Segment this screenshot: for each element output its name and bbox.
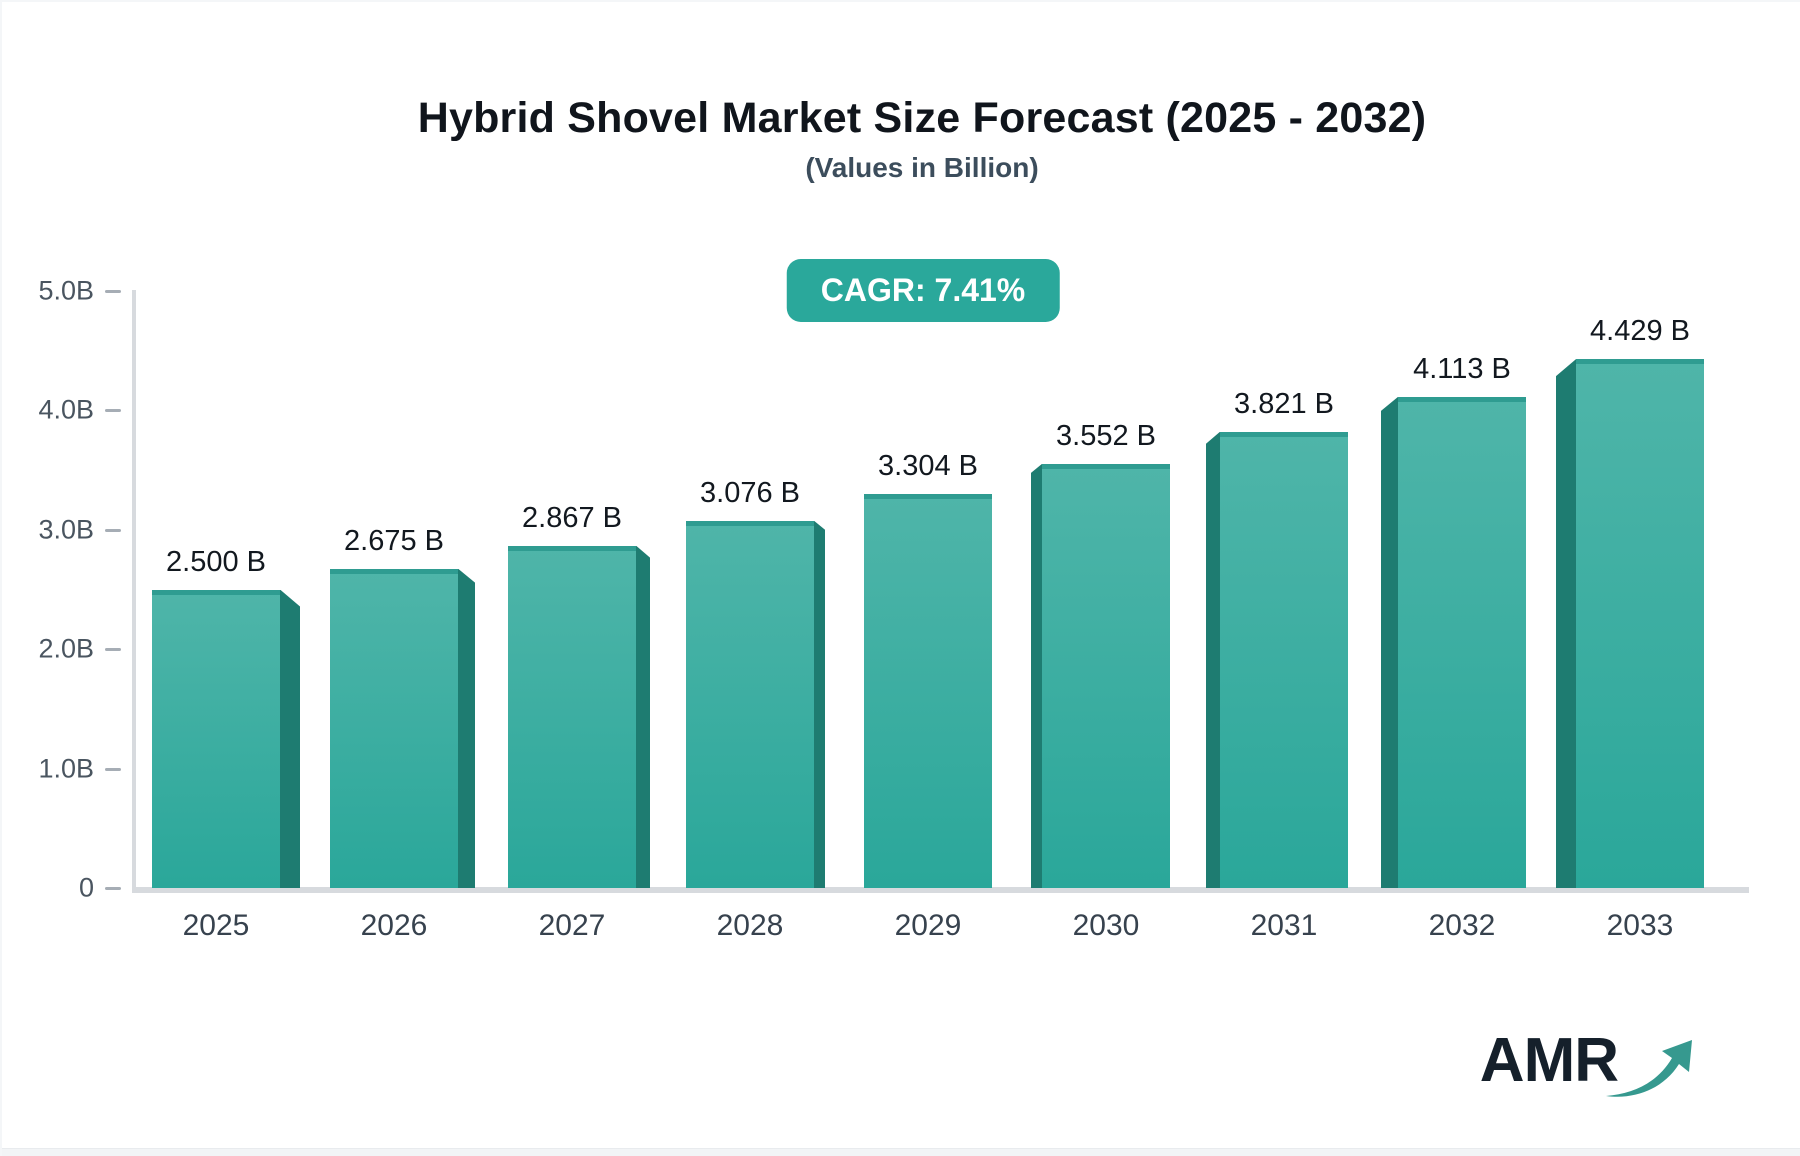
chart-title: Hybrid Shovel Market Size Forecast (2025… xyxy=(417,94,1427,142)
amr-logo-text: AMR xyxy=(1479,1026,1619,1095)
bar-top-edge xyxy=(152,589,280,595)
bar-2031 xyxy=(1220,431,1348,888)
bar-2028 xyxy=(686,520,814,888)
bar-value-label: 2.867 B xyxy=(522,501,622,534)
bar-2025 xyxy=(152,589,280,888)
y-axis-tick-label: 3.0B xyxy=(38,514,94,545)
bar-value-label: 3.552 B xyxy=(1056,419,1156,452)
bar-value-label: 3.821 B xyxy=(1234,387,1334,420)
x-axis-label: 2029 xyxy=(894,909,962,942)
bar-2032 xyxy=(1398,396,1526,888)
x-axis-label: 2033 xyxy=(1606,909,1674,942)
bar-top-edge xyxy=(508,545,636,551)
x-axis-label: 2026 xyxy=(360,909,428,942)
bar-value-label: 3.304 B xyxy=(878,449,978,482)
y-axis-tick-label: 2.0B xyxy=(38,633,94,664)
x-axis-label: 2027 xyxy=(538,909,606,942)
bar-top-edge xyxy=(1398,396,1526,402)
bar-value-label: 4.113 B xyxy=(1413,352,1511,385)
x-axis-label: 2030 xyxy=(1072,909,1140,942)
y-axis-tick-mark xyxy=(105,528,121,532)
y-axis-tick-label: 5.0B xyxy=(38,275,94,306)
x-axis-label: 2028 xyxy=(716,909,784,942)
amr-logo: AMR xyxy=(1480,1030,1696,1102)
cagr-badge: CAGR: 7.41% xyxy=(786,259,1060,322)
bar-side-face xyxy=(1206,431,1220,888)
bar-top-edge xyxy=(1042,463,1170,469)
y-axis-tick-mark xyxy=(105,409,121,413)
bar-2027 xyxy=(508,545,636,888)
bar-2033 xyxy=(1576,359,1704,888)
bar-top-edge xyxy=(1220,431,1348,437)
bar-value-label: 2.500 B xyxy=(166,545,266,578)
amr-logo-arrow-icon xyxy=(1606,1040,1692,1097)
bottom-edge-strip xyxy=(2,1148,1800,1156)
bar-2030 xyxy=(1042,463,1170,888)
y-axis-tick-label: 4.0B xyxy=(38,394,94,425)
bar-value-label: 3.076 B xyxy=(700,476,800,509)
bar-value-label: 4.429 B xyxy=(1590,315,1690,348)
bar-2029 xyxy=(864,493,992,888)
bar-side-face xyxy=(814,520,825,888)
bar-2026 xyxy=(330,568,458,888)
chart-subtitle: (Values in Billion) xyxy=(805,152,1039,183)
bar-top-edge xyxy=(1576,359,1704,365)
x-axis-label: 2031 xyxy=(1250,909,1318,942)
y-axis-line xyxy=(132,290,136,893)
x-axis-line xyxy=(132,887,1749,893)
bar-top-edge xyxy=(686,520,814,526)
bar-side-face xyxy=(1031,463,1042,888)
bar-side-face xyxy=(458,568,475,888)
bar-side-face xyxy=(280,589,300,888)
bar-side-face xyxy=(1381,396,1398,888)
bar-top-edge xyxy=(330,568,458,574)
y-axis-tick-label: 1.0B xyxy=(38,753,94,784)
x-axis-label: 2025 xyxy=(182,909,250,942)
y-axis-tick-mark xyxy=(105,767,121,771)
y-axis-tick-mark xyxy=(105,648,121,652)
bar-value-label: 2.675 B xyxy=(344,524,444,557)
bar-side-face xyxy=(636,545,650,888)
y-axis-tick-label: 0 xyxy=(78,872,94,903)
bar-top-edge xyxy=(864,493,992,499)
y-axis-tick-mark xyxy=(105,887,121,890)
y-axis-tick-mark xyxy=(105,290,121,293)
bar-side-face xyxy=(1556,359,1576,888)
x-axis-label: 2032 xyxy=(1428,909,1496,942)
